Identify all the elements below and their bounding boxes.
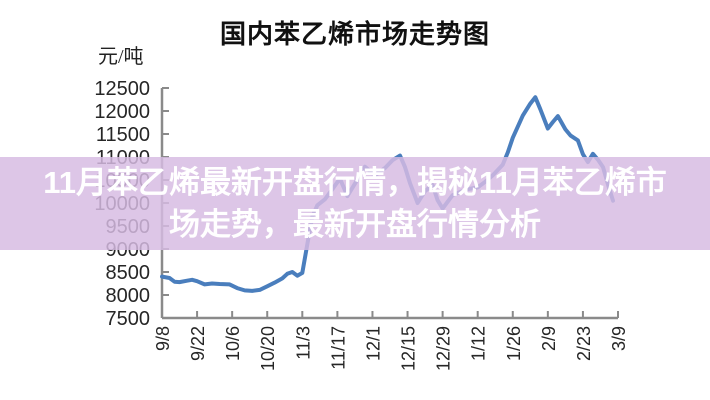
x-tick-label: 2/23	[574, 326, 594, 361]
x-axis-ticks: 9/8 9/22 10/6 10/20 11/3 11/17 12/1 12/15 12/29 1…	[153, 311, 629, 371]
y-tick-label: 11500	[96, 124, 150, 146]
x-tick-label: 12/15	[399, 326, 419, 371]
x-tick-label: 12/29	[434, 326, 454, 371]
y-tick-label: 8500	[106, 262, 151, 284]
x-tick-label: 1/26	[504, 326, 524, 361]
banner-text-line1: 11月苯乙烯最新开盘行情，揭秘11月苯乙烯市	[43, 164, 667, 200]
y-tick-label: 12500	[94, 78, 150, 100]
chart-title: 国内苯乙烯市场走势图	[219, 20, 490, 49]
overlay-banner: 11月苯乙烯最新开盘行情，揭秘11月苯乙烯市 场走势，最新开盘行情分析	[0, 157, 710, 250]
x-tick-label: 11/3	[293, 326, 313, 360]
x-tick-label: 9/22	[188, 326, 208, 361]
y-tick-label: 8000	[106, 285, 151, 307]
y-tick-label: 12000	[94, 101, 150, 123]
x-tick-label: 11/17	[328, 326, 348, 370]
x-tick-label: 10/20	[258, 326, 278, 371]
x-tick-label: 12/1	[363, 326, 383, 361]
banner-text-line2: 场走势，最新开盘行情分析	[169, 206, 541, 242]
x-tick-label: 1/12	[469, 326, 489, 361]
y-tick-label: 7500	[106, 308, 151, 330]
x-tick-label: 3/9	[609, 326, 629, 351]
x-tick-label: 10/6	[223, 326, 243, 361]
x-tick-label: 2/9	[539, 326, 559, 351]
y-axis-unit-label: 元/吨	[98, 46, 144, 68]
x-tick-label: 9/8	[153, 326, 173, 351]
